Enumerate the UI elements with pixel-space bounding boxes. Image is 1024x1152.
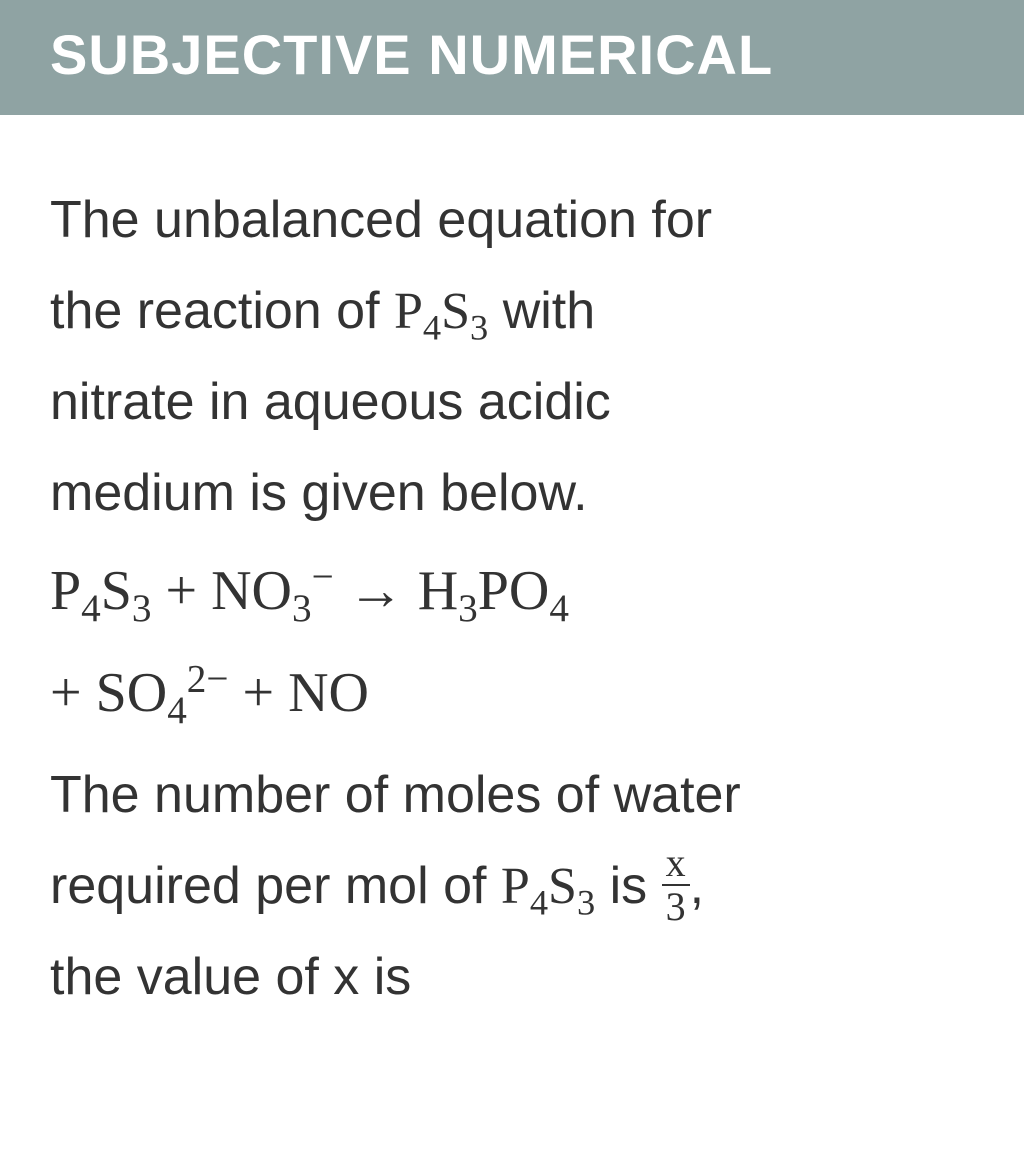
eq-PO: PO <box>478 560 550 622</box>
eq-P: P <box>50 560 81 622</box>
eq-O: O <box>252 560 292 622</box>
compound-p4s3-b: P4S3 <box>501 858 595 915</box>
chem-S: S <box>548 858 577 915</box>
compound-p4s3: P4S3 <box>394 283 488 340</box>
eq-sub-3b: 3 <box>292 587 312 630</box>
eq-NO: NO <box>288 662 369 724</box>
text-fragment: with <box>488 282 595 340</box>
chem-P: P <box>394 283 423 340</box>
chem-S: S <box>441 283 470 340</box>
chem-sub-4: 4 <box>423 307 441 347</box>
intro-line-4: medium is given below. <box>50 448 974 539</box>
eq-sub-4b: 4 <box>549 587 569 630</box>
fraction-numerator: x <box>662 842 690 884</box>
intro-line-2: the reaction of P4S3 with <box>50 266 974 357</box>
intro-line-1: The unbalanced equation for <box>50 175 974 266</box>
equation-line-2: + SO42− + NO <box>50 649 974 739</box>
eq-H: H <box>418 560 458 622</box>
eq-S: S <box>101 560 132 622</box>
eq-space <box>404 560 418 622</box>
eq-SO: SO <box>96 662 168 724</box>
chem-sub-4: 4 <box>530 883 548 923</box>
header-title: SUBJECTIVE NUMERICAL <box>50 22 974 87</box>
eq-plus: + <box>152 560 212 622</box>
eq-sub-4c: 4 <box>167 689 187 732</box>
chem-sub-3: 3 <box>577 883 595 923</box>
text-fragment: the reaction of <box>50 282 394 340</box>
eq-arrow: → <box>348 560 404 622</box>
text-fragment: , <box>690 857 704 915</box>
eq-plus: + <box>50 662 96 724</box>
question-line-3: the value of x is <box>50 932 974 1023</box>
question-line-2: required per mol of P4S3 is x3, <box>50 841 974 932</box>
eq-space <box>334 560 348 622</box>
chem-sub-3: 3 <box>470 307 488 347</box>
intro-line-3: nitrate in aqueous acidic <box>50 357 974 448</box>
eq-plus: + <box>228 662 288 724</box>
eq-N: N <box>211 560 251 622</box>
eq-sup-minus: − <box>312 555 334 598</box>
chem-P: P <box>501 858 530 915</box>
content-area: The unbalanced equation for the reaction… <box>0 115 1024 1053</box>
fraction-denominator: 3 <box>662 884 690 928</box>
text-fragment: required per mol of <box>50 857 501 915</box>
text-fragment: is <box>595 857 661 915</box>
eq-sub-4: 4 <box>81 587 101 630</box>
eq-sup-2minus: 2− <box>187 657 229 700</box>
equation-line-1: P4S3 + NO3− → H3PO4 <box>50 547 974 637</box>
question-line-1: The number of moles of water <box>50 750 974 841</box>
eq-sub-3c: 3 <box>458 587 478 630</box>
eq-sub-3: 3 <box>132 587 152 630</box>
header-band: SUBJECTIVE NUMERICAL <box>0 0 1024 115</box>
fraction-x-over-3: x3 <box>662 842 690 928</box>
